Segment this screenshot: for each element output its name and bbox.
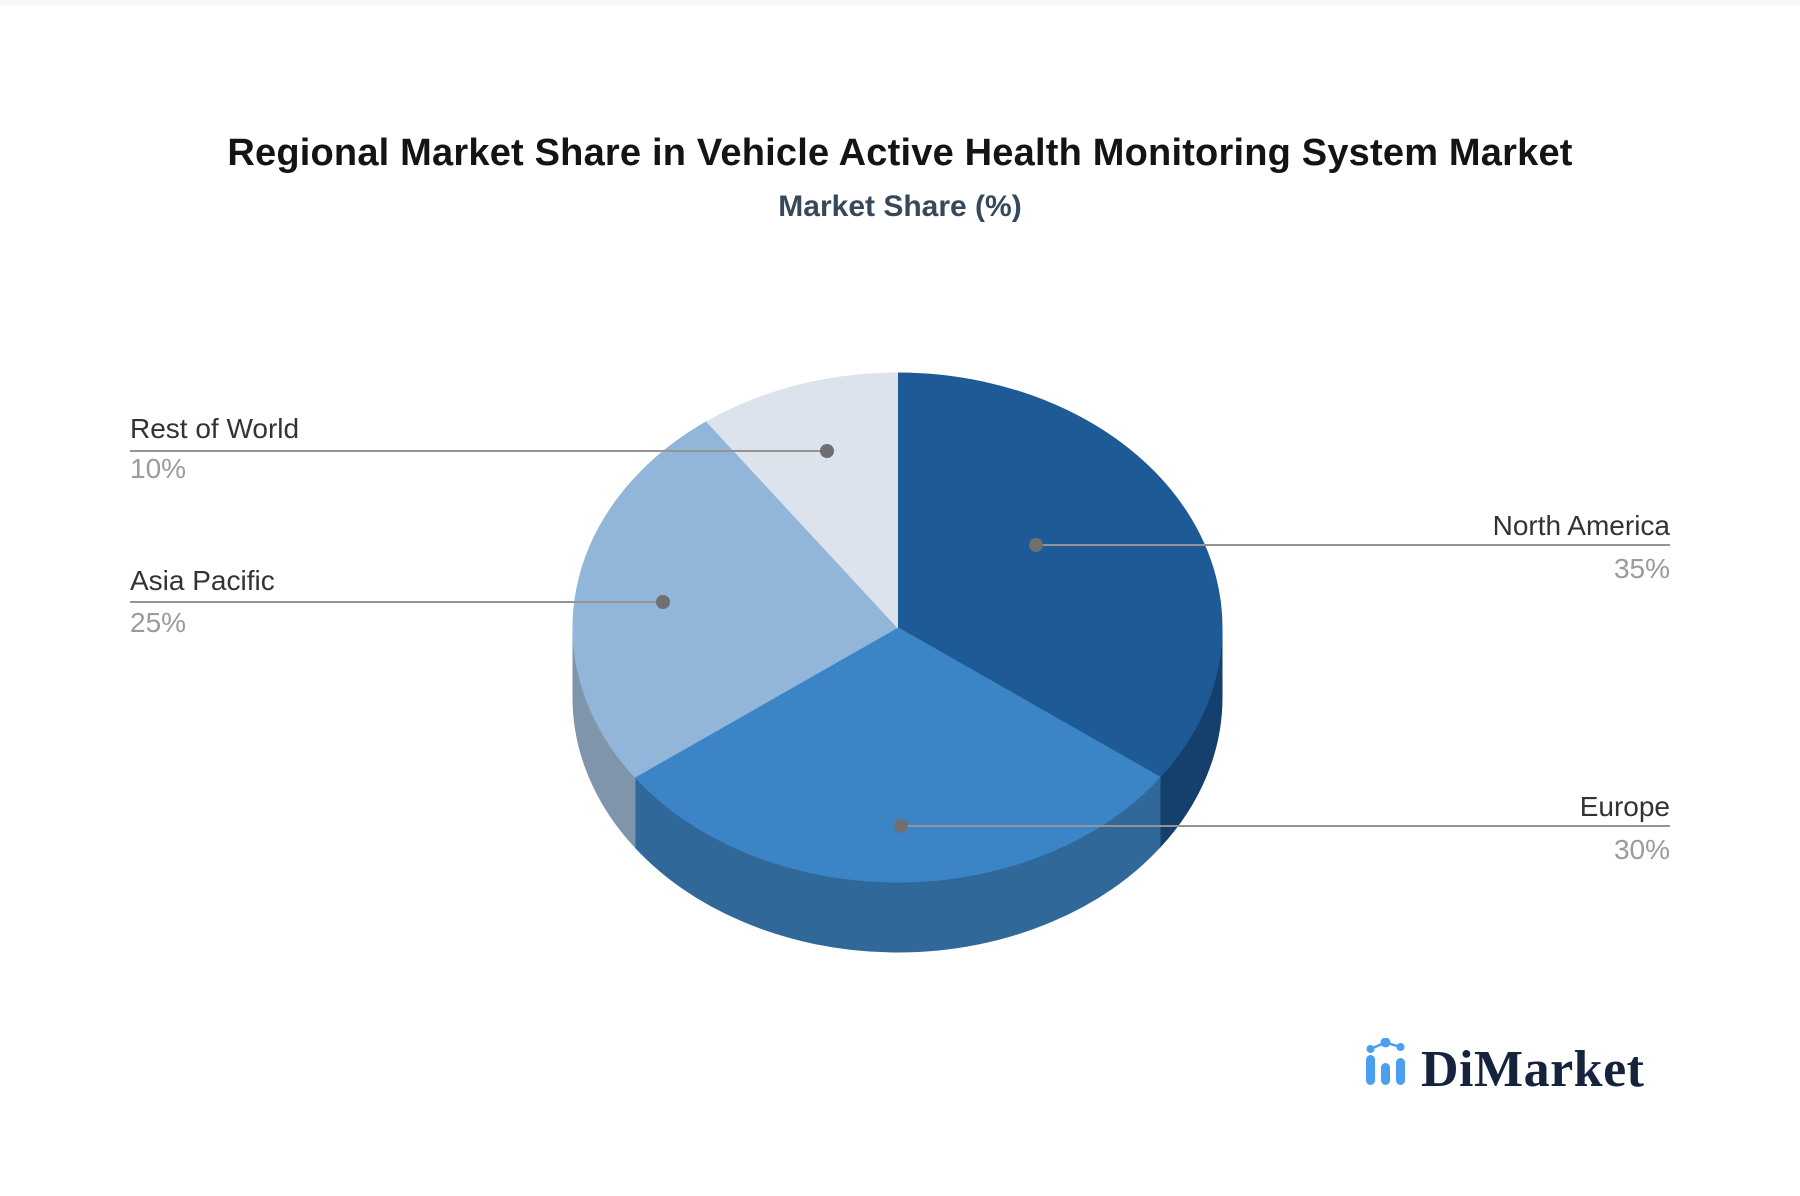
label-north-america: North America bbox=[1492, 510, 1670, 541]
window-top-strip bbox=[0, 0, 1800, 5]
chart-title: Regional Market Share in Vehicle Active … bbox=[227, 132, 1573, 174]
pie-slice-europe bbox=[634, 626, 1161, 883]
dimarket-logo-text: DiMarket bbox=[1421, 1041, 1645, 1098]
leader-dot-asia-pacific bbox=[656, 595, 670, 609]
label-rest-of-world: Rest of World bbox=[130, 413, 300, 444]
dimarket-logo: DiMarket bbox=[1362, 1038, 1644, 1096]
value-asia-pacific: 25% bbox=[130, 607, 187, 638]
dimarket-logo-icon bbox=[1366, 1038, 1405, 1085]
chart-subtitle: Market Share (%) bbox=[778, 190, 1022, 223]
leader-dot-europe bbox=[894, 819, 908, 833]
pie-top-layer bbox=[572, 372, 1223, 883]
value-rest-of-world: 10% bbox=[130, 453, 187, 484]
value-europe: 30% bbox=[1613, 834, 1670, 865]
pie-slice-rest-of-world bbox=[705, 372, 898, 629]
pie-slice-asia-pacific bbox=[572, 420, 899, 778]
pie-slice-north-america bbox=[897, 372, 1223, 778]
leader-lines-layer bbox=[130, 444, 1670, 833]
leader-dot-rest-of-world bbox=[820, 444, 834, 458]
leader-dot-north-america bbox=[1029, 538, 1043, 552]
label-europe: Europe bbox=[1579, 791, 1670, 822]
value-north-america: 35% bbox=[1613, 553, 1670, 584]
label-asia-pacific: Asia Pacific bbox=[130, 565, 275, 596]
